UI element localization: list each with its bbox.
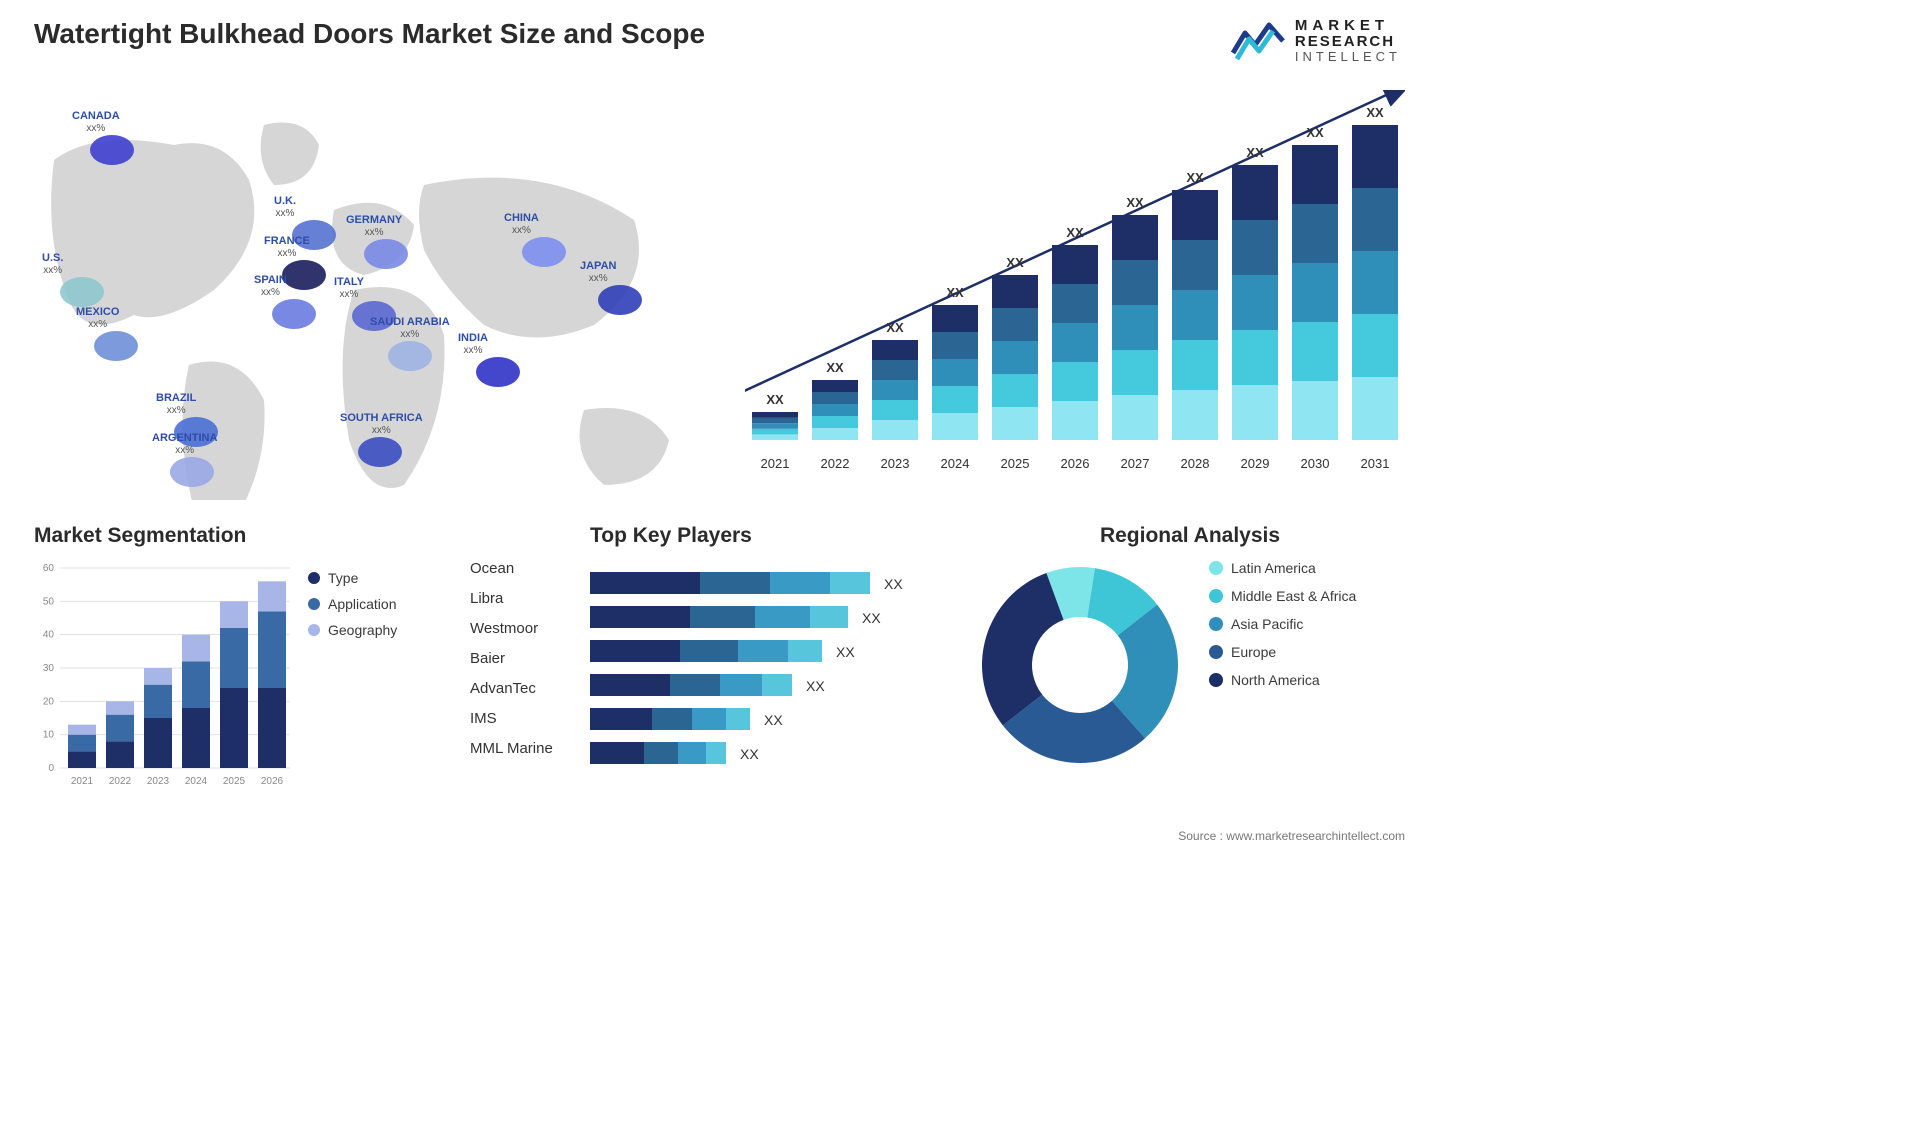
bigbar-year-label: 2026 bbox=[1045, 456, 1105, 480]
player-name: Westmoor bbox=[470, 614, 553, 644]
svg-text:2022: 2022 bbox=[109, 776, 132, 787]
logo-mark bbox=[1231, 19, 1285, 63]
page-title: Watertight Bulkhead Doors Market Size an… bbox=[34, 18, 705, 50]
svg-text:XX: XX bbox=[886, 320, 904, 335]
svg-text:2024: 2024 bbox=[185, 776, 208, 787]
bigbar-year-label: 2027 bbox=[1105, 456, 1165, 480]
regional-title: Regional Analysis bbox=[975, 524, 1405, 548]
svg-text:10: 10 bbox=[43, 730, 55, 741]
map-label-india: INDIAxx% bbox=[458, 332, 488, 356]
bigbar-x-axis: 2021202220232024202520262027202820292030… bbox=[745, 456, 1405, 480]
logo-line3: INTELLECT bbox=[1295, 50, 1401, 64]
regional-donut bbox=[975, 560, 1185, 770]
regional-panel: Regional Analysis Latin America Middle Ea… bbox=[975, 516, 1405, 770]
map-label-argentina: ARGENTINAxx% bbox=[152, 432, 217, 456]
svg-text:20: 20 bbox=[43, 696, 55, 707]
map-label-spain: SPAINxx% bbox=[254, 274, 287, 298]
svg-text:2025: 2025 bbox=[223, 776, 246, 787]
region-legend-item: Europe bbox=[1209, 644, 1356, 660]
svg-text:XX: XX bbox=[884, 576, 903, 592]
svg-text:40: 40 bbox=[43, 630, 55, 641]
player-name: Ocean bbox=[470, 554, 553, 584]
svg-text:XX: XX bbox=[946, 285, 964, 300]
key-players-title: Top Key Players bbox=[590, 524, 1010, 548]
bigbar-year-label: 2031 bbox=[1345, 456, 1405, 480]
map-label-italy: ITALYxx% bbox=[334, 276, 364, 300]
bigbar-year-label: 2022 bbox=[805, 456, 865, 480]
key-players-panel: Top Key Players XX XX XX XX XX XX bbox=[590, 516, 1010, 781]
svg-text:XX: XX bbox=[1126, 195, 1144, 210]
svg-text:XX: XX bbox=[1066, 225, 1084, 240]
svg-text:XX: XX bbox=[862, 610, 881, 626]
map-label-china: CHINAxx% bbox=[504, 212, 539, 236]
world-map-svg bbox=[14, 90, 714, 500]
svg-text:2023: 2023 bbox=[147, 776, 170, 787]
svg-text:XX: XX bbox=[740, 746, 759, 762]
map-label-france: FRANCExx% bbox=[264, 235, 310, 259]
bigbar-svg: XX XX XX XX XX XX XX XX XX XX XX bbox=[745, 90, 1405, 450]
map-label-canada: CANADAxx% bbox=[72, 110, 120, 134]
player-name: MML Marine bbox=[470, 734, 553, 764]
svg-text:XX: XX bbox=[1366, 105, 1384, 120]
player-name: AdvanTec bbox=[470, 674, 553, 704]
map-label-u-k-: U.K.xx% bbox=[274, 195, 296, 219]
bigbar-year-label: 2024 bbox=[925, 456, 985, 480]
bigbar-year-label: 2029 bbox=[1225, 456, 1285, 480]
brand-logo: MARKET RESEARCH INTELLECT bbox=[1231, 18, 1401, 63]
segmentation-title: Market Segmentation bbox=[34, 524, 554, 548]
map-label-germany: GERMANYxx% bbox=[346, 214, 402, 238]
player-name: Baier bbox=[470, 644, 553, 674]
map-label-japan: JAPANxx% bbox=[580, 260, 616, 284]
seg-legend-item: Application bbox=[308, 596, 397, 612]
map-label-brazil: BRAZILxx% bbox=[156, 392, 196, 416]
company-list: OceanLibraWestmoorBaierAdvanTecIMSMML Ma… bbox=[470, 554, 553, 764]
map-label-saudi-arabia: SAUDI ARABIAxx% bbox=[370, 316, 450, 340]
logo-text: MARKET RESEARCH INTELLECT bbox=[1295, 18, 1401, 63]
bigbar-year-label: 2025 bbox=[985, 456, 1045, 480]
svg-text:XX: XX bbox=[1006, 255, 1024, 270]
svg-text:XX: XX bbox=[1306, 125, 1324, 140]
svg-text:XX: XX bbox=[766, 392, 784, 407]
bigbar-year-label: 2023 bbox=[865, 456, 925, 480]
bigbar-year-label: 2030 bbox=[1285, 456, 1345, 480]
svg-text:XX: XX bbox=[1186, 170, 1204, 185]
svg-text:2021: 2021 bbox=[71, 776, 94, 787]
svg-text:XX: XX bbox=[764, 712, 783, 728]
source-line: Source : www.marketresearchintellect.com bbox=[1178, 829, 1405, 843]
seg-legend-item: Type bbox=[308, 570, 397, 586]
map-label-u-s-: U.S.xx% bbox=[42, 252, 63, 276]
player-name: Libra bbox=[470, 584, 553, 614]
svg-text:0: 0 bbox=[48, 763, 54, 774]
svg-text:XX: XX bbox=[1246, 145, 1264, 160]
region-legend-item: Asia Pacific bbox=[1209, 616, 1356, 632]
market-size-bar-chart: XXXXXXXXXXXXXXXXXXXXXX 20212022202320242… bbox=[745, 90, 1405, 480]
logo-line2: RESEARCH bbox=[1295, 34, 1401, 50]
region-legend-item: North America bbox=[1209, 672, 1356, 688]
region-legend-item: Latin America bbox=[1209, 560, 1356, 576]
svg-text:XX: XX bbox=[806, 678, 825, 694]
svg-text:2026: 2026 bbox=[261, 776, 284, 787]
world-map: CANADAxx% U.S.xx% MEXICOxx% BRAZILxx% ARGENT… bbox=[14, 90, 714, 500]
segmentation-chart: 0 10 20 30 40 50 60 2021 2022 2023 2024 2025 2026 bbox=[34, 560, 294, 790]
map-label-mexico: MEXICOxx% bbox=[76, 306, 119, 330]
logo-line1: MARKET bbox=[1295, 18, 1401, 34]
player-name: IMS bbox=[470, 704, 553, 734]
bigbar-year-label: 2021 bbox=[745, 456, 805, 480]
map-label-south-africa: SOUTH AFRICAxx% bbox=[340, 412, 423, 436]
svg-text:30: 30 bbox=[43, 663, 55, 674]
regional-legend: Latin America Middle East & Africa Asia Pa… bbox=[1209, 560, 1356, 700]
svg-text:50: 50 bbox=[43, 596, 55, 607]
bigbar-year-label: 2028 bbox=[1165, 456, 1225, 480]
svg-text:XX: XX bbox=[826, 360, 844, 375]
region-legend-item: Middle East & Africa bbox=[1209, 588, 1356, 604]
key-players-chart: XX XX XX XX XX XX bbox=[590, 566, 950, 776]
svg-text:60: 60 bbox=[43, 563, 55, 574]
svg-text:XX: XX bbox=[836, 644, 855, 660]
segmentation-legend: Type Application Geography bbox=[308, 570, 397, 648]
seg-legend-item: Geography bbox=[308, 622, 397, 638]
